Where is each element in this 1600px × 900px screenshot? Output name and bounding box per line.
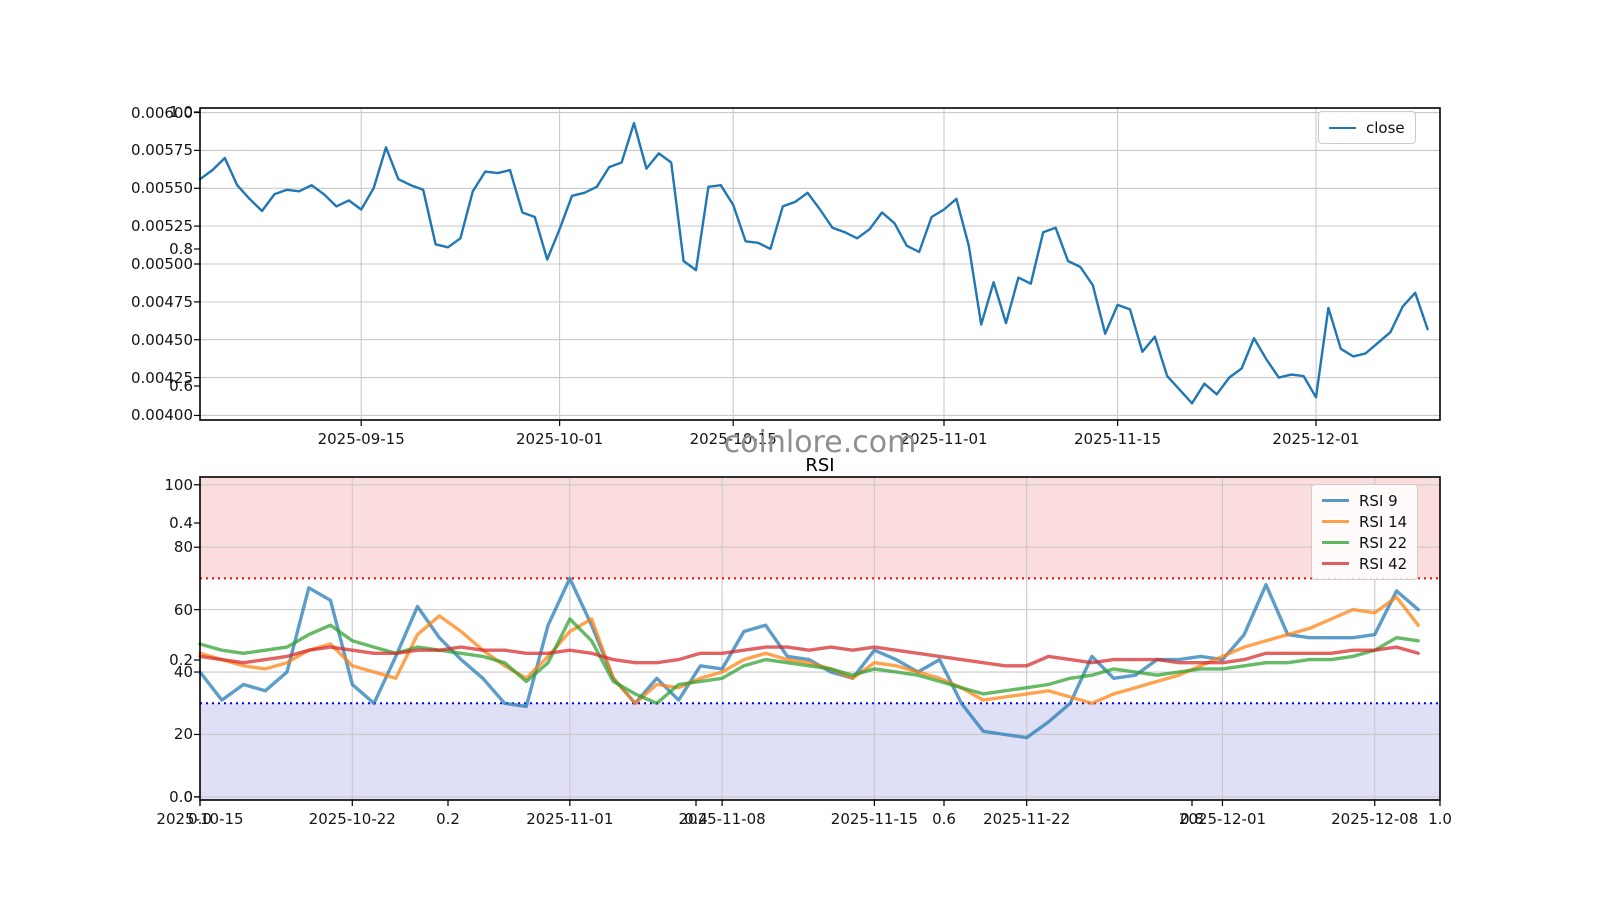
x-tick-label: 2025-12-01	[1272, 430, 1360, 448]
close-line	[198, 121, 1429, 405]
y-tick-label: 0.00600	[130, 103, 193, 122]
overlay-x-tick-label: 0.0	[188, 810, 212, 828]
overlay-x-tick-label: 1.0	[1428, 810, 1452, 828]
overlay-y-tick-label: 0.8	[169, 240, 193, 258]
overlay-y-tick-label: 0.2	[169, 651, 193, 669]
overlay-x-tick-label: 0.2	[436, 810, 460, 828]
overlay-y-tick-label: 0.6	[169, 377, 193, 395]
y-tick-label: 0.00450	[130, 330, 193, 349]
x-tick-label: 2025-10-01	[516, 430, 604, 448]
band	[200, 477, 1440, 579]
x-tick-label: 2025-11-01	[526, 810, 614, 828]
y-tick-label: 0.00400	[130, 406, 193, 425]
overlay-y-tick-label: 0.0	[169, 788, 193, 806]
overlay-x-tick-label: 0.4	[684, 810, 708, 828]
x-tick-label: 2025-11-22	[983, 810, 1071, 828]
x-tick-label: 2025-10-22	[308, 810, 396, 828]
overlay-x-tick-label: 0.8	[1180, 810, 1204, 828]
x-tick-label: 2025-10-15	[689, 430, 777, 448]
band	[200, 703, 1440, 800]
x-tick-label: 2025-12-01	[1178, 810, 1267, 828]
y-tick-label: 40	[173, 663, 193, 682]
y-tick-label: 0.00575	[130, 141, 193, 160]
legend-label: RSI 42	[1359, 554, 1408, 573]
legend-label: RSI 9	[1359, 491, 1398, 510]
rsi-legend-row: RSI 9	[1322, 490, 1407, 511]
rsi-legend-row: RSI 42	[1322, 553, 1407, 574]
x-tick-label: 2025-11-15	[830, 810, 918, 828]
rsi-14-line	[198, 595, 1420, 705]
y-tick-label: 0.00475	[130, 292, 193, 311]
y-tick-label: 100	[164, 475, 193, 494]
legend-swatch	[1322, 541, 1349, 544]
legend-swatch	[1322, 499, 1349, 502]
close-legend-swatch	[1329, 126, 1356, 129]
x-tick-label: 2025-11-08	[678, 810, 766, 828]
y-tick-label: 0	[183, 787, 193, 806]
x-tick-label: 2025-11-01	[900, 430, 988, 448]
y-tick-label: 0.00550	[130, 179, 193, 198]
watermark: coinlore.com	[723, 425, 917, 460]
y-tick-label: 20	[173, 725, 193, 744]
legend-swatch	[1322, 562, 1349, 565]
rsi-legend: RSI 9 RSI 14 RSI 22 RSI 42	[1311, 484, 1419, 580]
x-tick-label: 2025-11-15	[1074, 430, 1162, 448]
close-legend-label: close	[1366, 118, 1405, 137]
x-tick-label: 2025-12-08	[1331, 810, 1419, 828]
rsi-legend-row: RSI 14	[1322, 511, 1407, 532]
rsi-legend-row: RSI 22	[1322, 532, 1407, 553]
price-legend-row: close	[1329, 117, 1405, 138]
y-tick-label: 80	[173, 538, 193, 557]
legend-label: RSI 22	[1359, 533, 1408, 552]
y-tick-label: 0.00425	[130, 368, 193, 387]
overlay-y-tick-label: 1.0	[169, 103, 193, 121]
price-legend: close	[1318, 111, 1416, 144]
legend-swatch	[1322, 520, 1349, 523]
legend-label: RSI 14	[1359, 512, 1408, 531]
overlay-x-tick-label: 0.6	[932, 810, 956, 828]
y-tick-label: 0.00525	[130, 217, 193, 236]
overlay-y-tick-label: 0.4	[169, 514, 193, 532]
rsi-title: RSI	[805, 455, 835, 476]
x-tick-label: 2025-10-15	[156, 810, 244, 828]
y-tick-label: 60	[173, 600, 193, 619]
x-tick-label: 2025-09-15	[317, 430, 405, 448]
rsi-42-line	[198, 645, 1420, 668]
y-tick-label: 0.00500	[130, 255, 193, 273]
